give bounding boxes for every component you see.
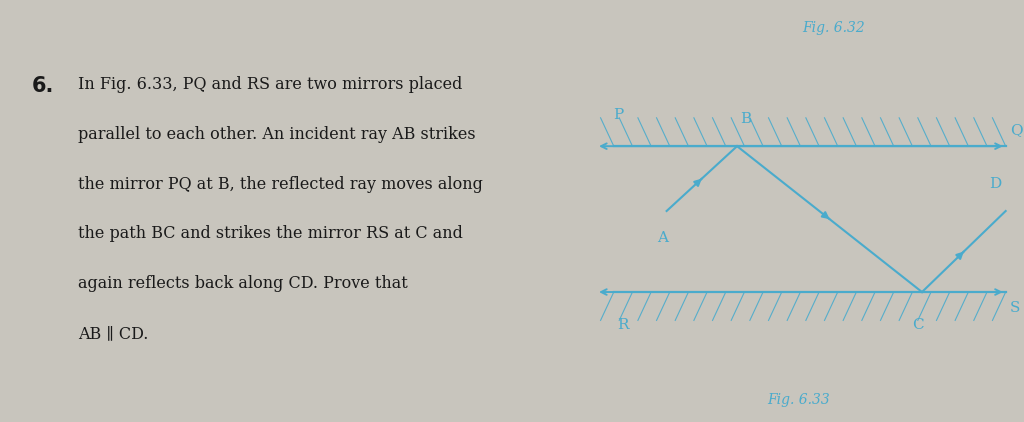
Text: S: S: [1010, 301, 1021, 315]
Text: 6.: 6.: [32, 76, 54, 96]
Text: Fig. 6.32: Fig. 6.32: [803, 21, 865, 35]
Text: parallel to each other. An incident ray AB strikes: parallel to each other. An incident ray …: [78, 126, 476, 143]
Text: the mirror PQ at B, the reflected ray moves along: the mirror PQ at B, the reflected ray mo…: [78, 176, 483, 192]
Text: D: D: [989, 177, 1001, 191]
Text: R: R: [616, 318, 629, 333]
Text: Fig. 6.33: Fig. 6.33: [767, 393, 830, 407]
Text: C: C: [911, 318, 924, 333]
Text: B: B: [740, 112, 752, 126]
Text: P: P: [613, 108, 624, 122]
Text: In Fig. 6.33, PQ and RS are two mirrors placed: In Fig. 6.33, PQ and RS are two mirrors …: [78, 76, 463, 93]
Text: AB ∥ CD.: AB ∥ CD.: [78, 325, 148, 342]
Text: again reflects back along CD. Prove that: again reflects back along CD. Prove that: [78, 275, 408, 292]
Text: the path BC and strikes the mirror RS at C and: the path BC and strikes the mirror RS at…: [78, 225, 463, 242]
Text: Q: Q: [1010, 123, 1023, 137]
Text: A: A: [656, 231, 668, 245]
